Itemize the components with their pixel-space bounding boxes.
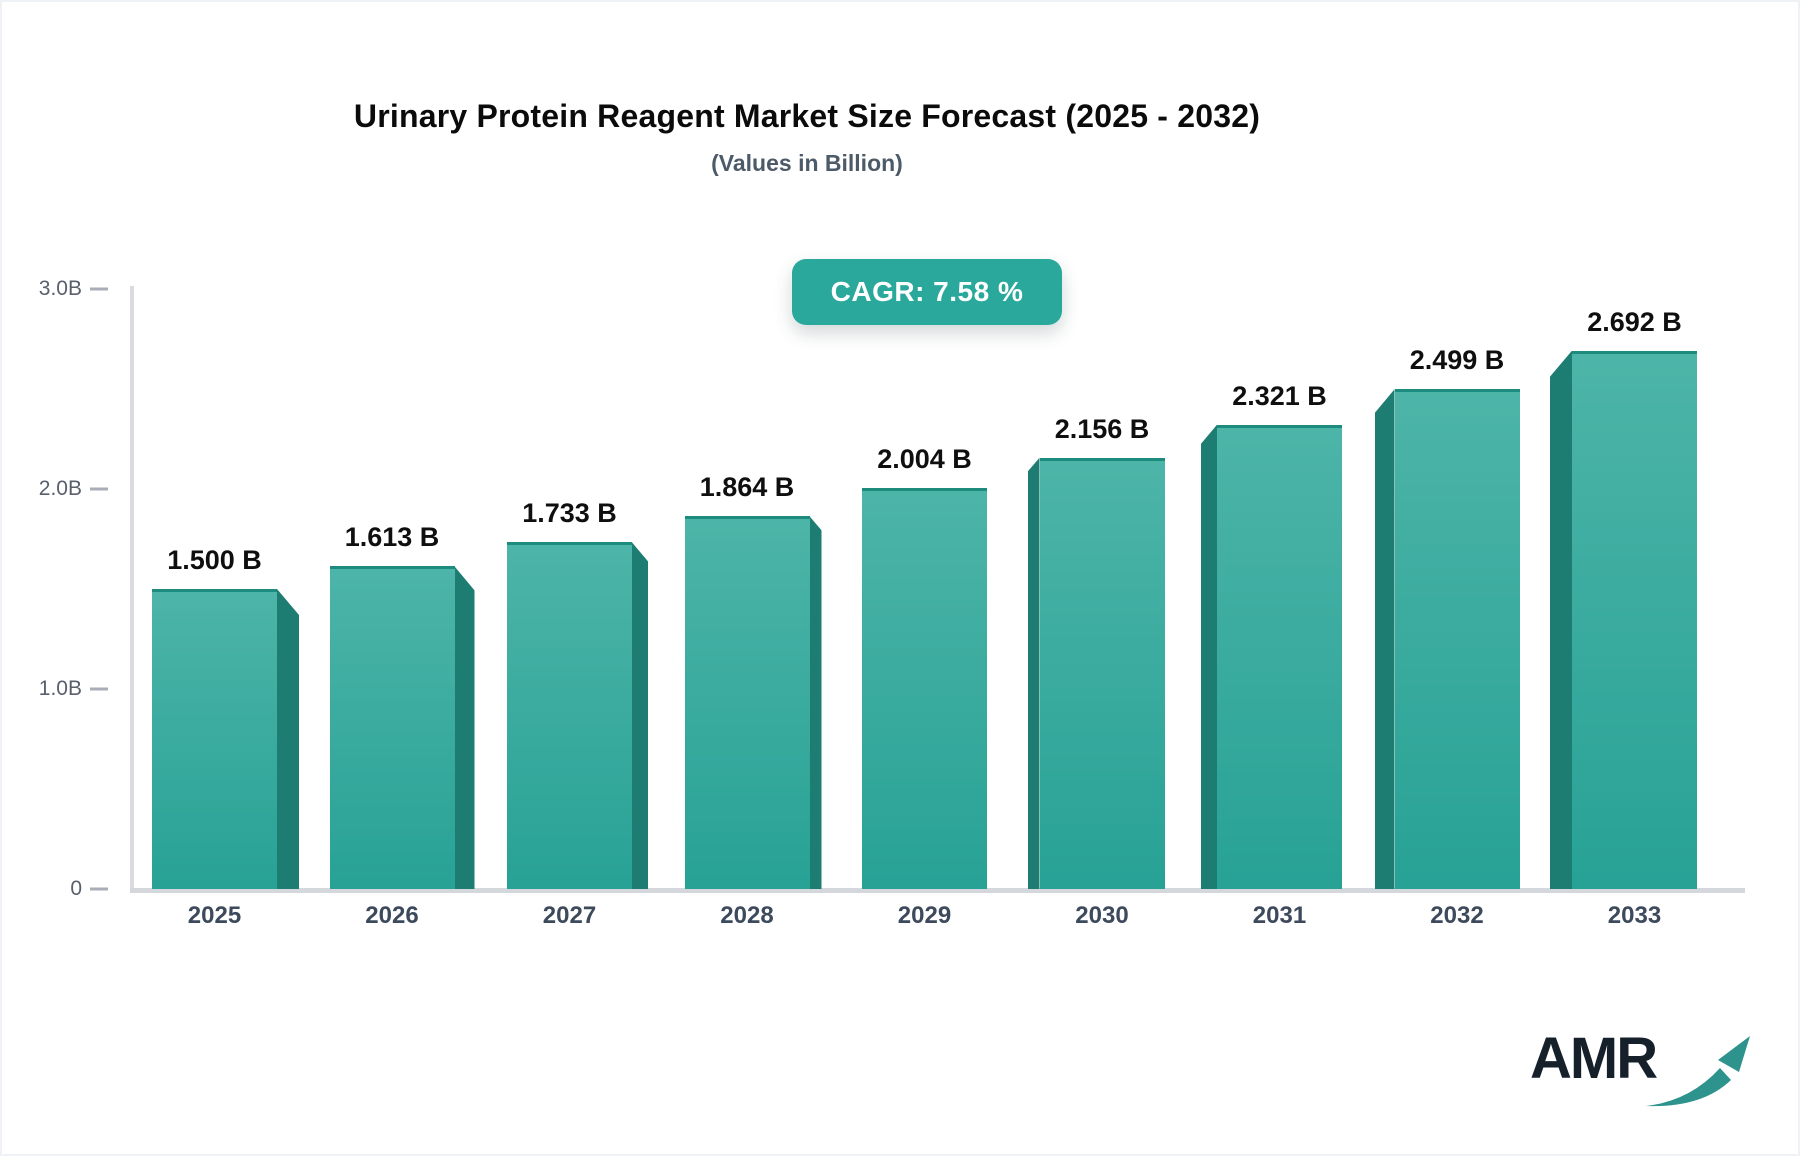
- cagr-badge: CAGR: 7.58 %: [792, 259, 1062, 325]
- bar-value-label: 1.864 B: [699, 472, 795, 503]
- growth-arrow-icon: [1646, 1036, 1751, 1107]
- y-tick-label: 3.0B: [38, 277, 82, 300]
- x-category-label: 2028: [720, 902, 774, 929]
- y-tick-dash: [90, 687, 108, 691]
- y-tick-dash: [90, 887, 108, 891]
- y-tick-label: 2.0B: [38, 477, 82, 500]
- x-category-label: 2025: [187, 902, 242, 929]
- chart-title: Urinary Protein Reagent Market Size Fore…: [353, 98, 1261, 134]
- bar-2031: [1217, 424, 1342, 889]
- y-tick-label: 1.0B: [38, 677, 82, 700]
- amr-logo: AMR: [1530, 1030, 1756, 1110]
- x-category-label: 2027: [542, 902, 597, 929]
- bar-value-label: 2.004 B: [877, 444, 972, 475]
- bar-value-label: 1.733 B: [522, 498, 617, 529]
- x-category-label: 2033: [1607, 902, 1662, 929]
- bar-2026: [329, 566, 455, 889]
- bar-side-2030: [1027, 457, 1040, 889]
- x-category-label: 2029: [897, 902, 952, 929]
- bar-value-label: 1.500 B: [167, 545, 262, 575]
- y-axis-line: [130, 286, 134, 890]
- x-category-label: 2031: [1252, 902, 1307, 929]
- cagr-badge-label: CAGR: 7.58 %: [830, 276, 1024, 307]
- bar-value-label: 2.499 B: [1409, 345, 1505, 376]
- bar-2025: [152, 589, 277, 889]
- bar-side-2032: [1374, 389, 1395, 889]
- bar-2032: [1394, 389, 1520, 889]
- bar-2030: [1039, 457, 1165, 889]
- x-category-label: 2030: [1075, 902, 1129, 929]
- bar-value-label: 1.613 B: [344, 522, 440, 553]
- x-category-label: 2026: [365, 902, 419, 929]
- bar-value-label: 2.692 B: [1587, 306, 1682, 337]
- bar-2028: [684, 516, 810, 889]
- bar-value-label: 2.156 B: [1054, 413, 1150, 444]
- bar-2029: [862, 488, 987, 889]
- amr-logo-text: AMR: [1530, 1026, 1658, 1091]
- bar-side-2027: [632, 542, 648, 889]
- bar-2033: [1572, 350, 1697, 889]
- x-category-label: 2032: [1430, 902, 1484, 929]
- bar-value-label: 2.321 B: [1232, 380, 1327, 411]
- bar-2027: [507, 542, 632, 889]
- bar-side-2031: [1201, 424, 1217, 889]
- x-axis-line: [130, 888, 1745, 893]
- bar-side-2025: [277, 589, 299, 889]
- bar-side-2033: [1550, 350, 1572, 889]
- chart-subtitle: (Values in Billion): [711, 150, 903, 176]
- y-tick-label: 0: [70, 877, 82, 900]
- y-tick-dash: [90, 487, 108, 491]
- bar-side-2028: [809, 516, 822, 889]
- bar-side-2026: [454, 566, 475, 889]
- y-tick-dash: [90, 287, 108, 291]
